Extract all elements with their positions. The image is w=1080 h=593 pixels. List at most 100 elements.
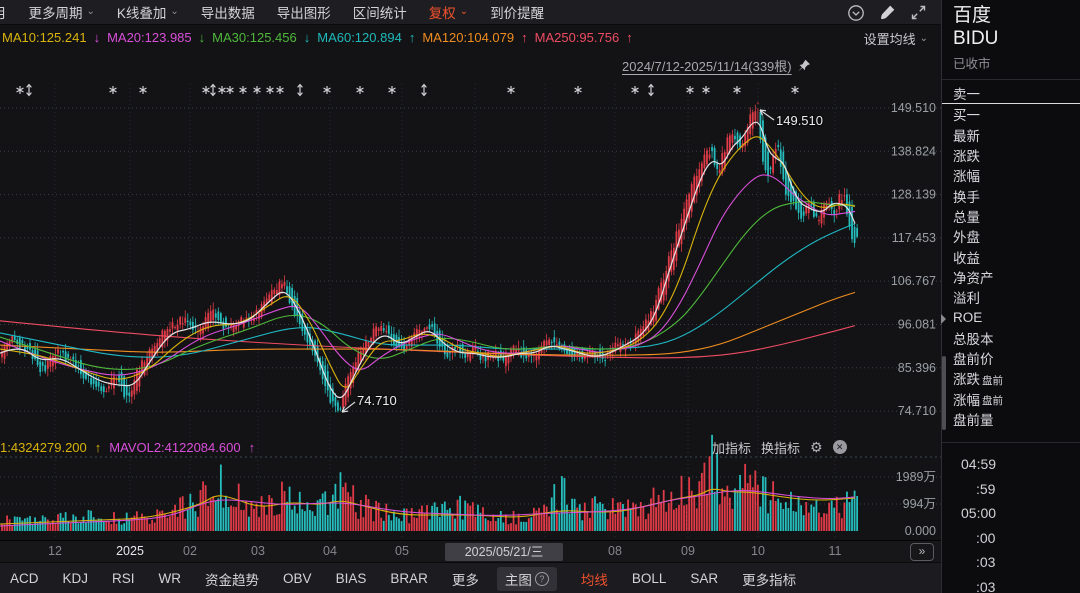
event-marker-icon — [733, 86, 741, 94]
quote-field-label: 换手 — [953, 189, 980, 205]
indicator-item-BRAR[interactable]: BRAR — [390, 571, 428, 586]
toolbar-item-导出数据[interactable]: 导出数据 — [200, 6, 255, 21]
price-axis-label: 96.081 — [898, 317, 936, 331]
quote-field-label: 涨跌 — [953, 372, 980, 388]
price-axis-label: 149.510 — [891, 101, 936, 115]
circle-chevron-down-icon[interactable] — [847, 4, 865, 22]
date-tick: 04 — [323, 544, 337, 558]
indicator-item-KDJ[interactable]: KDJ — [62, 571, 89, 586]
time-sales-row: :00 — [976, 529, 996, 546]
event-marker-icon — [226, 86, 234, 94]
updown-marker-icon — [421, 83, 427, 97]
indicator-item-RSI[interactable]: RSI — [112, 571, 135, 586]
toolbar-item-复权[interactable]: 复权 ⌄ — [428, 5, 469, 22]
volume-legend-token: ↑ — [248, 439, 256, 455]
time-sales-row: :03 — [976, 578, 996, 593]
quote-field-label: 卖一 — [953, 87, 980, 103]
toolbar-item-更多周期[interactable]: 更多周期 ⌄ — [28, 5, 95, 22]
toolbar-item-K线叠加[interactable]: K线叠加 ⌄ — [116, 5, 179, 22]
quote-field-外盘: 外盘 — [942, 226, 1080, 246]
quote-field-盘前量: 盘前量 — [942, 409, 1080, 429]
indicator-item-WR[interactable]: WR — [158, 571, 182, 586]
indicator-toolbar: ACD KDJ RSI WR 资金趋势 OBV BIAS BRAR 更多 主图? 均线 BOLL SAR… — [0, 562, 941, 593]
volume-legend-token: ↑ — [94, 439, 102, 455]
scroll-right-button[interactable]: » — [910, 543, 934, 561]
chevron-down-icon: ⌄ — [86, 5, 95, 17]
gear-icon[interactable]: ⚙ — [810, 438, 823, 455]
updown-marker-icon — [648, 83, 654, 97]
quote-field-suffix: 盘前 — [982, 374, 1003, 387]
ma-legend-token: MA120:104.079 — [422, 29, 515, 45]
stock-symbol: BIDU — [953, 28, 999, 49]
quote-field-label: 溢利 — [953, 291, 980, 307]
switch-indicator-button[interactable]: 换指标 — [761, 440, 801, 456]
updown-marker-icon — [26, 83, 32, 97]
indicator-item-SAR[interactable]: SAR — [690, 571, 719, 586]
indicator-item-ACD[interactable]: ACD — [10, 571, 39, 586]
toolbar-item-导出图形[interactable]: 导出图形 — [276, 6, 331, 21]
indicator-item-资金趋势[interactable]: 资金趋势 — [205, 572, 260, 588]
event-marker-icon — [253, 86, 261, 94]
chevron-down-icon: ⌄ — [170, 5, 179, 17]
price-annotation: 74.710 — [357, 393, 397, 408]
indicator-item-均线[interactable]: 均线 — [580, 572, 608, 588]
indicator-item-BIAS[interactable]: BIAS — [335, 571, 367, 586]
quote-field-label: 盘前量 — [953, 412, 994, 428]
ma-legend-token: MA20:123.985 — [107, 29, 192, 45]
stock-name: 百度 — [953, 5, 992, 26]
time-sales-row: :59 — [976, 480, 996, 497]
event-marker-icon — [507, 86, 515, 94]
quote-field-ROE: ROE — [942, 307, 1080, 327]
date-tick: 11 — [828, 544, 842, 558]
event-marker-icon — [239, 86, 247, 94]
date-range-pill[interactable]: 2024/7/12-2025/11/14(339根) — [622, 56, 811, 75]
panel-scrollbar[interactable] — [942, 356, 946, 430]
volume-legend: 1:4324279.200 ↑ MAVOL2:4122084.600 ↑ — [0, 439, 263, 455]
event-marker-icon — [109, 86, 117, 94]
indicator-item-更多[interactable]: 更多 — [451, 572, 479, 588]
event-marker-icon — [686, 86, 694, 94]
event-marker-icon — [218, 86, 226, 94]
quote-field-总股本: 总股本 — [942, 328, 1080, 348]
pin-icon[interactable] — [797, 59, 811, 72]
close-circle-icon[interactable]: ✕ — [832, 440, 847, 454]
top-toolbar: 月 更多周期⌄ K线叠加⌄ 导出数据 导出图形 区间统计 复权⌄ 到价提醒 — [0, 0, 941, 25]
quote-field-label: 净资产 — [953, 270, 994, 286]
event-marker-icon — [266, 86, 274, 94]
add-indicator-button[interactable]: 加指标 — [712, 440, 752, 456]
brush-icon[interactable] — [879, 4, 896, 21]
quote-field-涨幅: 涨幅 — [942, 165, 1080, 185]
event-marker-icon — [323, 86, 331, 94]
price-axis-label: 85.396 — [898, 361, 936, 375]
top-toolbar-icons — [847, 0, 927, 25]
quote-field-list: 卖一 买一 最新 涨跌 涨幅 换手 总量 外盘 收益 净资产 溢利 ROE 总股本 盘前价 涨跌 盘前 涨幅 盘前… — [942, 83, 1080, 429]
toolbar-item-到价提醒[interactable]: 到价提醒 — [490, 6, 545, 21]
chevron-down-icon: ⌄ — [459, 5, 469, 17]
panel-collapse-handle[interactable] — [941, 314, 946, 324]
event-marker-icon — [702, 86, 710, 94]
quote-field-买一: 买一 — [942, 104, 1080, 124]
indicator-item-OBV[interactable]: OBV — [283, 571, 312, 586]
panel-divider — [942, 79, 1080, 80]
expand-icon[interactable] — [910, 4, 927, 21]
indicator-item-BOLL[interactable]: BOLL — [631, 571, 667, 586]
price-annotation: 149.510 — [776, 113, 823, 128]
volume-legend-token: 1:4324279.200 — [0, 439, 87, 455]
toolbar-item-月[interactable]: 月 — [0, 2, 7, 22]
quote-field-涨幅: 涨幅 盘前 — [942, 388, 1080, 408]
toolbar-item-区间统计[interactable]: 区间统计 — [352, 6, 407, 21]
event-marker-icon — [16, 86, 24, 94]
quote-field-label: 涨幅 — [953, 392, 980, 408]
time-sales-row: 05:00 — [961, 505, 997, 522]
ma-settings-button[interactable]: 设置均线 ⌄ — [864, 29, 928, 48]
candlestick-chart-canvas[interactable]: 149.510 138.824 128.139 117.453 106.767 96.08… — [0, 70, 941, 540]
indicator-item-主图[interactable]: 主图? — [496, 566, 557, 591]
ma-legend-token: ↑ — [408, 29, 416, 45]
help-icon[interactable]: ? — [534, 571, 549, 586]
date-tick: 12 — [48, 544, 62, 558]
event-marker-icon — [388, 86, 396, 94]
ma-legend-token: MA30:125.456 — [212, 29, 297, 45]
quote-field-最新: 最新 — [942, 125, 1080, 145]
indicator-item-更多指标[interactable]: 更多指标 — [742, 572, 797, 588]
